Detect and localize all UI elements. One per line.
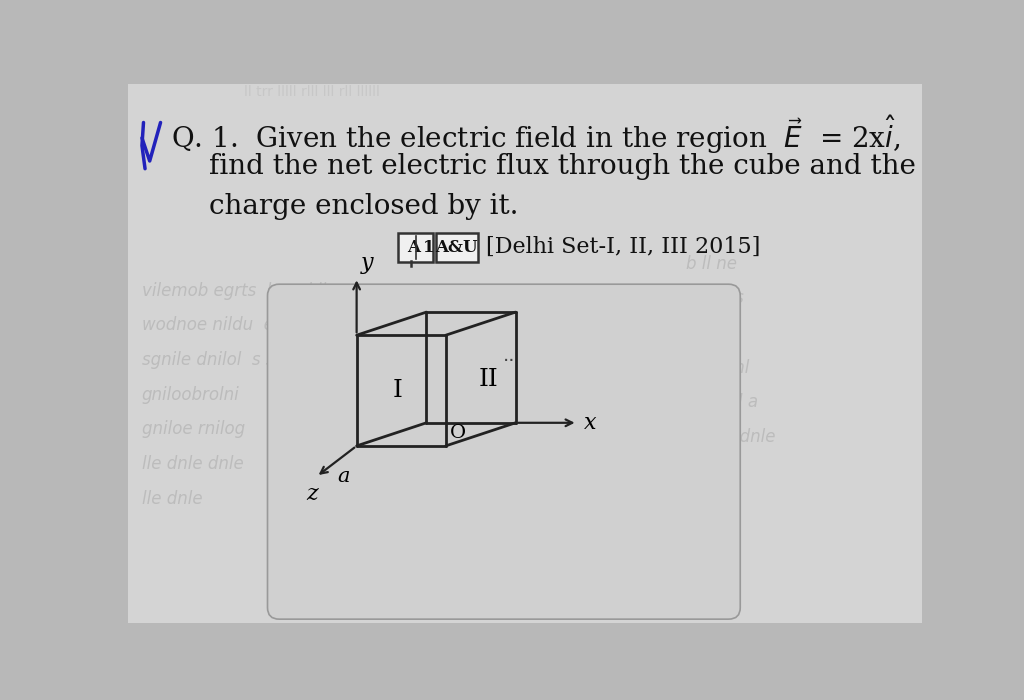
Text: of nmres: of nmres	[671, 290, 744, 307]
Text: O: O	[450, 424, 466, 442]
Text: Q. 1.  Given the electric field in the region  $\vec{E}$  = 2x$\hat{i}$,: Q. 1. Given the electric field in the re…	[171, 113, 900, 156]
FancyBboxPatch shape	[435, 232, 477, 262]
FancyBboxPatch shape	[398, 232, 432, 262]
Text: 1: 1	[423, 239, 435, 256]
Text: II: II	[478, 368, 499, 391]
Text: A: A	[407, 239, 420, 256]
Text: z: z	[306, 483, 318, 505]
Text: lle dnle dnle: lle dnle dnle	[142, 455, 244, 473]
Text: A&U: A&U	[435, 239, 478, 256]
Text: wodnoe nildu  eht fo: wodnoe nildu eht fo	[142, 316, 312, 335]
Text: I: I	[392, 379, 402, 402]
Text: vilemob egrts  b sad ll: vilemob egrts b sad ll	[142, 281, 327, 300]
Text: find the net electric flux through the cube and the: find the net electric flux through the c…	[209, 153, 916, 181]
Text: y: y	[360, 251, 373, 274]
Text: a: a	[337, 468, 350, 486]
Text: x: x	[584, 412, 596, 434]
Text: lle dnle: lle dnle	[142, 490, 203, 507]
Text: charge enclosed by it.: charge enclosed by it.	[209, 193, 519, 220]
FancyBboxPatch shape	[267, 284, 740, 620]
FancyBboxPatch shape	[128, 84, 922, 623]
Text: gniloobrolni: gniloobrolni	[142, 386, 240, 404]
Text: ll trr lllll rlll lll rll llllll: ll trr lllll rlll lll rll llllll	[245, 85, 380, 99]
Text: 0 fo eht dnle: 0 fo eht dnle	[671, 428, 776, 446]
Text: sgnile dnilol  s si dt: sgnile dnilol s si dt	[142, 351, 301, 369]
Text: fo eht dnl: fo eht dnl	[671, 358, 750, 377]
Text: gniloe rnilog: gniloe rnilog	[142, 420, 245, 438]
Text: [Delhi Set-I, II, III 2015]: [Delhi Set-I, II, III 2015]	[486, 236, 761, 258]
Text: ..: ..	[503, 346, 515, 365]
Text: b ll ne: b ll ne	[686, 255, 737, 273]
Text: dnl a ll t: dnl a ll t	[671, 324, 738, 342]
Text: dnl eht ll a: dnl eht ll a	[671, 393, 759, 412]
